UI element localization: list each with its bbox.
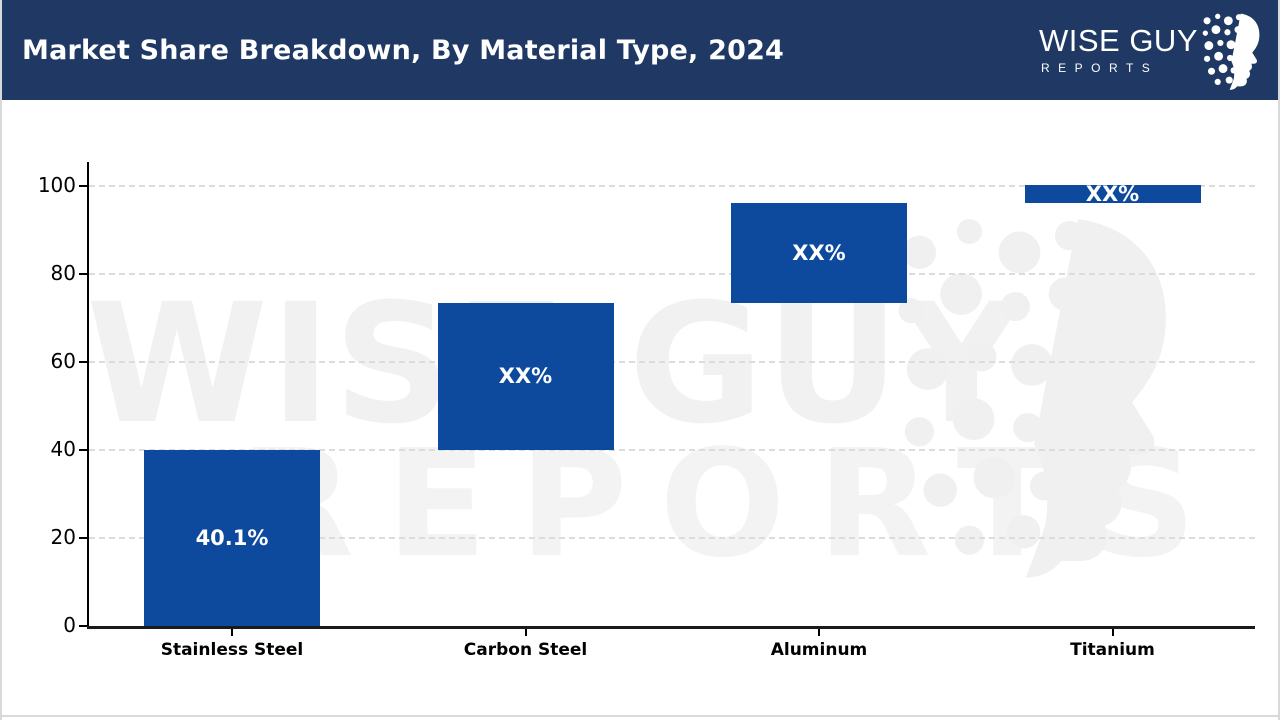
bar-value-label: XX%	[1085, 182, 1140, 207]
y-tick-label-60: 60	[50, 349, 76, 373]
y-tick-label-20: 20	[50, 525, 76, 549]
x-tick-3	[1111, 629, 1114, 636]
y-tick-40	[79, 449, 87, 451]
gridline-100	[89, 185, 1255, 187]
x-axis-label-1: Carbon Steel	[463, 640, 588, 660]
gridline-20	[89, 537, 1255, 539]
y-tick-100	[79, 185, 87, 187]
y-tick-label-80: 80	[50, 261, 76, 285]
gridline-60	[89, 361, 1255, 363]
bar-value-label: XX%	[498, 364, 553, 389]
logo-subtitle: REPORTS	[1040, 61, 1159, 75]
bar-value-label: 40.1%	[195, 525, 269, 550]
gridline-40	[89, 449, 1255, 451]
chart-title: Market Share Breakdown, By Material Type…	[22, 34, 785, 66]
logo-wordmark: WISE GUY	[1038, 23, 1198, 58]
y-tick-80	[79, 273, 87, 275]
x-tick-2	[818, 629, 820, 636]
bar-stainless-steel: 40.1%	[144, 449, 320, 626]
y-tick-60	[79, 361, 87, 363]
y-tick-label-0: 0	[63, 613, 76, 637]
x-tick-0	[231, 629, 233, 636]
bar-carbon-steel: XX%	[437, 303, 614, 450]
logo-head-icon	[1202, 13, 1260, 90]
y-tick-0	[79, 625, 87, 627]
y-tick-label-100: 100	[37, 173, 76, 197]
x-tick-1	[524, 629, 527, 636]
bar-titanium: XX%	[1024, 182, 1201, 207]
wise-guy-logo: WISE GUY REPORTS	[1039, 10, 1262, 90]
x-axis-spine	[87, 626, 1255, 629]
y-axis-spine	[87, 162, 89, 629]
x-axis-label-2: Aluminum	[770, 640, 868, 660]
y-tick-20	[79, 537, 87, 539]
gridline-80	[89, 273, 1255, 275]
bar-value-label: XX%	[792, 241, 846, 266]
x-axis-label-3: Titanium	[1070, 640, 1155, 660]
bar-aluminum: XX%	[731, 203, 907, 304]
watermark-head-icon	[898, 218, 1166, 578]
y-tick-label-40: 40	[50, 437, 76, 461]
header-bar: Market Share Breakdown, By Material Type…	[2, 0, 1278, 100]
x-axis-label-0: Stainless Steel	[160, 640, 304, 660]
logo-text: WISE GUY REPORTS	[1039, 25, 1198, 75]
